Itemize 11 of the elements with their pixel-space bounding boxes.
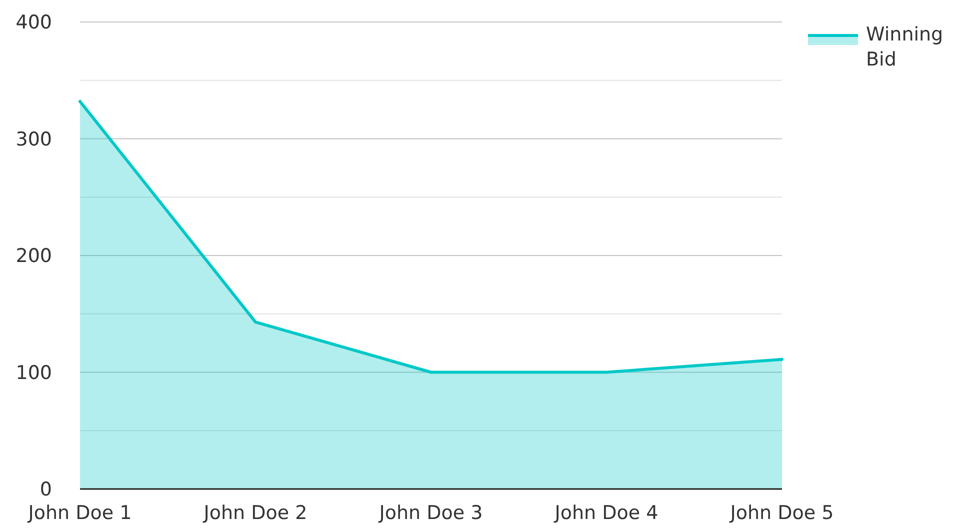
x-tick-label: John Doe 3 — [378, 502, 483, 524]
y-tick-label: 100 — [16, 362, 52, 384]
y-tick-label: 200 — [16, 245, 52, 268]
y-tick-label: 0 — [40, 478, 52, 501]
x-tick-label: John Doe 1 — [27, 502, 132, 524]
legend-label: Winning Bid — [866, 24, 944, 70]
x-tick-label: John Doe 4 — [554, 502, 658, 524]
x-tick-label: John Doe 2 — [202, 502, 308, 524]
y-tick-label: 400 — [16, 12, 52, 34]
y-tick-label: 300 — [16, 128, 52, 150]
x-tick-label: John Doe 5 — [729, 502, 834, 524]
